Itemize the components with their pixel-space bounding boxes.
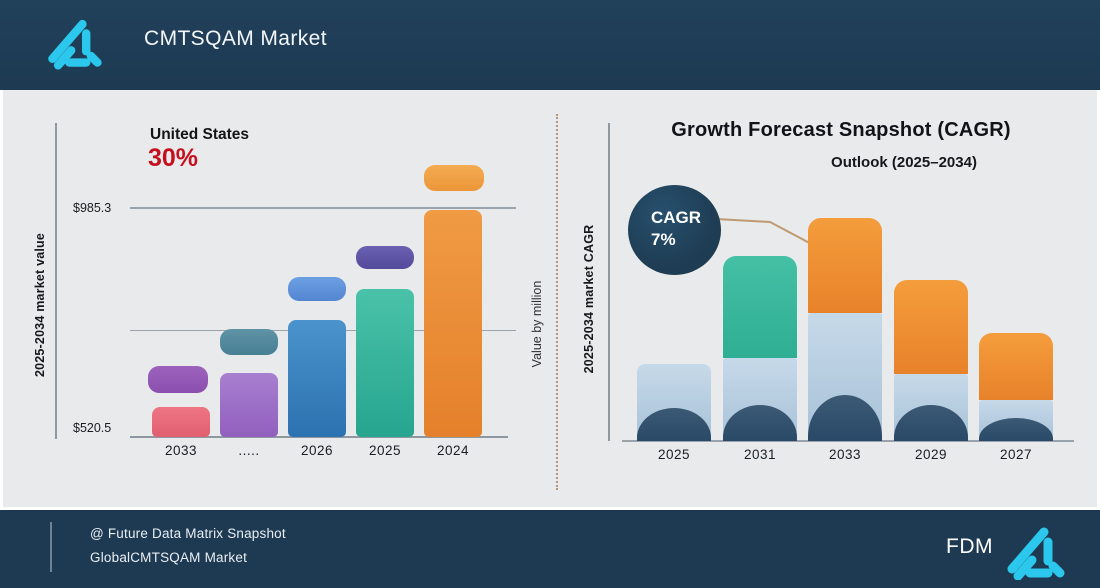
panel-divider bbox=[556, 114, 558, 490]
left-chart-gridline-top bbox=[130, 207, 516, 209]
y-tick-top: $985.3 bbox=[73, 201, 112, 215]
percent-value: 30% bbox=[148, 144, 199, 172]
fdm-logo-icon bbox=[44, 12, 104, 70]
footer-brand-text: FDM bbox=[946, 535, 993, 558]
page-title: CMTSQAM Market bbox=[144, 27, 327, 50]
country-label: United States bbox=[150, 126, 250, 143]
header-bar: CMTSQAM Market bbox=[0, 0, 1100, 90]
peak-value-annotation: 985.3 bbox=[827, 244, 870, 263]
right-chart-y-axis bbox=[608, 123, 610, 441]
right-chart-title: Growth Forecast Snapshot (CAGR) bbox=[671, 119, 1011, 141]
footer-snapshot-text: @ Future Data Matrix Snapshot bbox=[90, 526, 286, 541]
fdm-footer-logo-icon bbox=[1002, 520, 1068, 580]
left-chart-y-axis bbox=[55, 123, 57, 439]
y-tick-bottom: $520.5 bbox=[73, 421, 112, 435]
left-chart-x-axis bbox=[130, 436, 508, 438]
cagr-badge-label: CAGR bbox=[651, 208, 702, 227]
footer-divider-line bbox=[50, 522, 52, 572]
cagr-badge-value: 7% bbox=[651, 230, 676, 249]
right-chart-subtitle: Outlook (2025–2034) bbox=[831, 154, 977, 171]
footer-bar: @ Future Data Matrix Snapshot GlobalCMTS… bbox=[0, 510, 1100, 588]
cagr-badge: CAGR 7% bbox=[628, 185, 721, 275]
footer-market-text: GlobalCMTSQAM Market bbox=[90, 550, 248, 565]
